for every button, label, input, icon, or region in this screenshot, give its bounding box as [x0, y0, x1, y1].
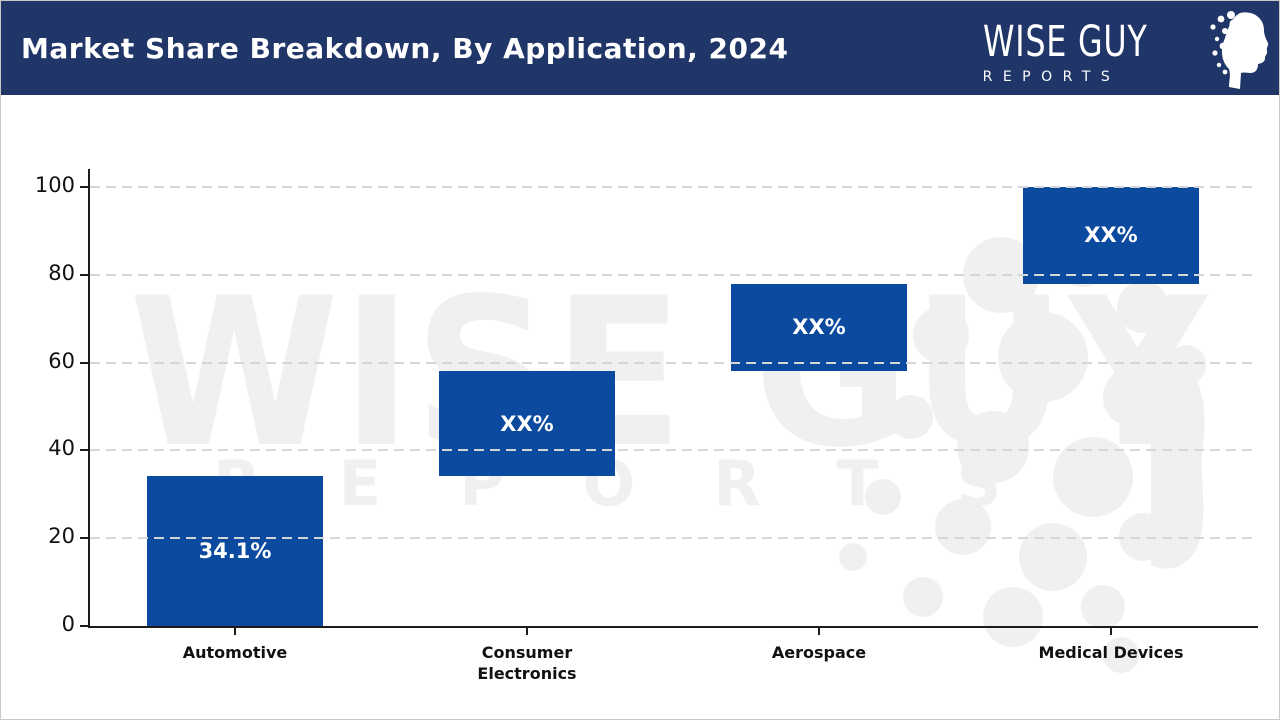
bar-consumer-electronics: XX% — [439, 371, 615, 477]
gridline-80 — [90, 273, 1257, 276]
x-axis-category-label-automotive: Automotive — [182, 643, 288, 662]
x-axis-line — [88, 626, 1258, 628]
bar-value-label: XX% — [1084, 223, 1138, 248]
x-axis-category-label-aerospace: Aerospace — [771, 643, 867, 662]
gridline-60 — [90, 361, 1257, 364]
bar-medical-devices: XX% — [1023, 187, 1199, 284]
y-axis-tick-label: 20 — [48, 524, 75, 549]
gridline-100 — [90, 186, 1257, 188]
y-tick-mark — [80, 273, 88, 276]
head-silhouette-icon — [1210, 11, 1269, 90]
bar-aerospace: XX% — [731, 283, 907, 372]
logo-wordmark: WISE GUY — [982, 17, 1148, 67]
y-axis-tick-label: 80 — [48, 260, 75, 285]
x-axis-category-label-consumer-electronics: Consumer Electronics — [477, 643, 577, 683]
bar-value-label: XX% — [500, 411, 554, 436]
logo-subtitle: REPORTS — [982, 69, 1121, 85]
y-tick-mark — [80, 186, 88, 188]
x-tick-mark — [818, 628, 820, 635]
y-axis-tick-label: 100 — [34, 173, 75, 197]
page-title: Market Share Breakdown, By Application, … — [21, 31, 789, 65]
x-axis-category-label-medical-devices: Medical Devices — [1038, 643, 1184, 662]
bar-value-label: 34.1% — [198, 539, 272, 564]
y-tick-mark — [80, 449, 88, 452]
gridline-40 — [90, 449, 1257, 452]
bar-value-label: XX% — [792, 315, 846, 340]
wise-guy-reports-logo: WISE GUY REPORTS — [983, 5, 1271, 93]
y-axis-tick-label: 40 — [48, 436, 75, 461]
y-tick-mark — [80, 361, 88, 364]
y-axis-line — [88, 169, 90, 628]
y-axis-tick-label: 0 — [61, 612, 75, 636]
y-tick-mark — [80, 625, 88, 627]
x-tick-mark — [1110, 628, 1112, 635]
x-tick-mark — [234, 628, 236, 635]
y-axis-tick-label: 60 — [48, 348, 75, 373]
logo-text: WISE GUY REPORTS — [983, 17, 1205, 85]
bar-automotive: 34.1% — [147, 476, 323, 626]
chart-area: WISE GUY REPORTS 0 20 40 60 80 100 34.1% Automo… — [1, 95, 1279, 719]
y-tick-mark — [80, 537, 88, 540]
x-tick-mark — [526, 628, 528, 635]
gridline-20 — [90, 537, 1257, 540]
header: Market Share Breakdown, By Application, … — [1, 1, 1279, 95]
